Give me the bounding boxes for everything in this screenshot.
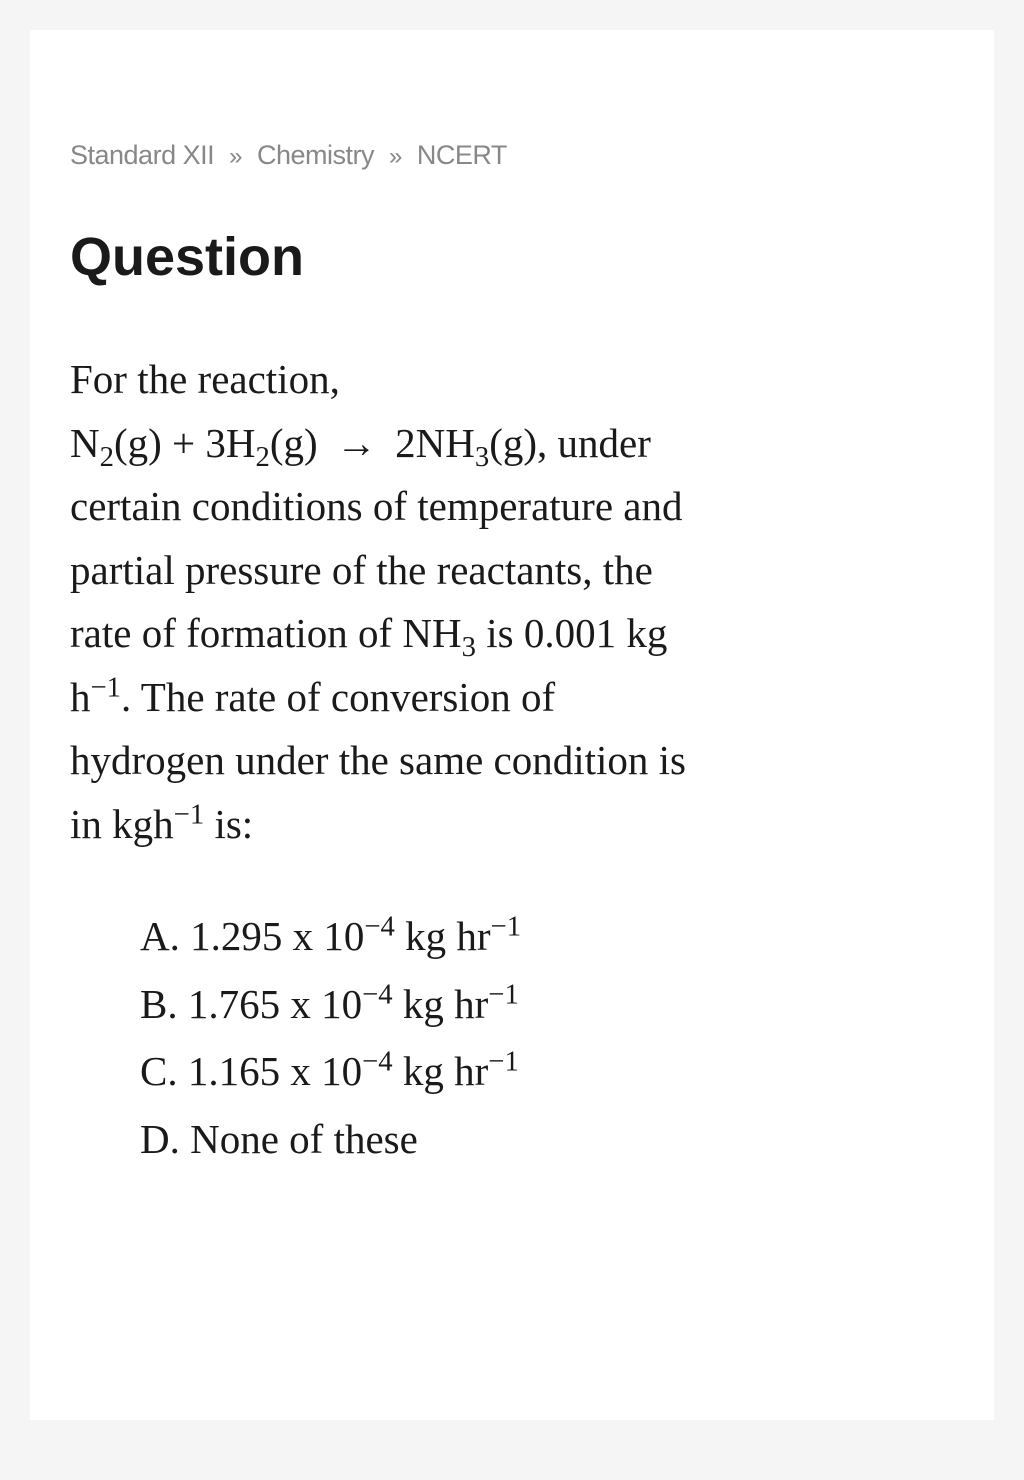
question-line: certain conditions of temperature and: [70, 483, 682, 529]
equation-text: (g), under: [489, 420, 651, 466]
question-line: in kgh: [70, 801, 174, 847]
subscript: 2: [100, 441, 114, 473]
equation-reactant: N: [70, 420, 100, 466]
superscript: −1: [91, 671, 122, 703]
breadcrumb-item-standard[interactable]: Standard XII: [70, 140, 214, 170]
option-label: A. 1.295 x 10: [140, 913, 364, 959]
option-label: B. 1.765 x 10: [140, 981, 362, 1027]
superscript: −4: [362, 1046, 393, 1078]
breadcrumb-separator: »: [229, 143, 242, 170]
question-body: For the reaction, N2(g) + 3H2(g) → 2NH3(…: [70, 348, 954, 856]
breadcrumb-item-book[interactable]: NCERT: [417, 140, 507, 170]
option-b[interactable]: B. 1.765 x 10−4 kg hr−1: [140, 974, 954, 1036]
question-line: hydrogen under the same condition is: [70, 737, 686, 783]
options-list: A. 1.295 x 10−4 kg hr−1 B. 1.765 x 10−4 …: [70, 906, 954, 1170]
breadcrumb-item-subject[interactable]: Chemistry: [257, 140, 374, 170]
superscript: −1: [488, 1046, 519, 1078]
option-a[interactable]: A. 1.295 x 10−4 kg hr−1: [140, 906, 954, 968]
subscript: 3: [462, 631, 476, 663]
equation-product: 2NH: [395, 420, 475, 466]
question-heading: Question: [70, 226, 954, 288]
option-unit: kg hr: [393, 981, 489, 1027]
question-line: h: [70, 674, 91, 720]
superscript: −1: [488, 978, 519, 1010]
superscript: −4: [362, 978, 393, 1010]
question-line: is:: [204, 801, 253, 847]
superscript: −1: [174, 798, 205, 830]
breadcrumb: Standard XII » Chemistry » NCERT: [70, 140, 954, 171]
option-d[interactable]: D. None of these: [140, 1109, 954, 1171]
question-line: . The rate of conversion of: [121, 674, 555, 720]
subscript: 3: [475, 441, 489, 473]
question-line: partial pressure of the reactants, the: [70, 547, 653, 593]
option-label: C. 1.165 x 10: [140, 1048, 362, 1094]
superscript: −4: [364, 911, 395, 943]
superscript: −1: [491, 911, 522, 943]
breadcrumb-separator: »: [389, 143, 402, 170]
subscript: 2: [256, 441, 270, 473]
option-c[interactable]: C. 1.165 x 10−4 kg hr−1: [140, 1041, 954, 1103]
equation-text: (g): [270, 420, 318, 466]
question-line: is 0.001 kg: [476, 610, 667, 656]
equation-text: (g) + 3H: [114, 420, 256, 466]
content-container: Standard XII » Chemistry » NCERT Questio…: [30, 30, 994, 1420]
option-label: D. None of these: [140, 1116, 418, 1162]
question-line: For the reaction,: [70, 356, 340, 402]
option-unit: kg hr: [395, 913, 491, 959]
option-unit: kg hr: [393, 1048, 489, 1094]
reaction-arrow-icon: →: [336, 412, 377, 476]
question-line: rate of formation of NH: [70, 610, 462, 656]
